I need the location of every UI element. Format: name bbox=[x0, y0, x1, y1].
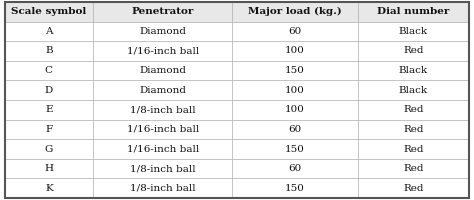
Bar bbox=[93, 139, 232, 159]
Bar bbox=[232, 100, 358, 120]
Bar bbox=[358, 41, 469, 61]
Bar bbox=[5, 22, 93, 41]
Text: 60: 60 bbox=[289, 164, 301, 173]
Bar bbox=[93, 120, 232, 139]
Bar bbox=[93, 159, 232, 178]
Text: 1/8-inch ball: 1/8-inch ball bbox=[130, 105, 195, 114]
Bar bbox=[232, 159, 358, 178]
Text: 100: 100 bbox=[285, 46, 305, 55]
Text: 150: 150 bbox=[285, 184, 305, 193]
Bar bbox=[93, 22, 232, 41]
Text: 60: 60 bbox=[289, 27, 301, 36]
Text: Black: Black bbox=[399, 27, 428, 36]
Bar bbox=[358, 61, 469, 80]
Bar bbox=[5, 2, 93, 22]
Text: Black: Black bbox=[399, 66, 428, 75]
Text: Red: Red bbox=[403, 144, 424, 154]
Text: Scale symbol: Scale symbol bbox=[11, 7, 86, 16]
Bar bbox=[5, 159, 93, 178]
Text: G: G bbox=[45, 144, 53, 154]
Text: Diamond: Diamond bbox=[139, 27, 186, 36]
Bar bbox=[232, 139, 358, 159]
Bar bbox=[5, 41, 93, 61]
Text: K: K bbox=[45, 184, 53, 193]
Text: Penetrator: Penetrator bbox=[131, 7, 194, 16]
Bar bbox=[5, 139, 93, 159]
Bar bbox=[358, 2, 469, 22]
Text: F: F bbox=[46, 125, 53, 134]
Bar bbox=[232, 178, 358, 198]
Text: Red: Red bbox=[403, 105, 424, 114]
Text: E: E bbox=[45, 105, 53, 114]
Text: Red: Red bbox=[403, 125, 424, 134]
Bar bbox=[5, 120, 93, 139]
Bar bbox=[358, 80, 469, 100]
Text: Diamond: Diamond bbox=[139, 66, 186, 75]
Bar bbox=[5, 100, 93, 120]
Text: C: C bbox=[45, 66, 53, 75]
Text: 1/8-inch ball: 1/8-inch ball bbox=[130, 164, 195, 173]
Bar bbox=[93, 100, 232, 120]
Bar bbox=[232, 61, 358, 80]
Bar bbox=[232, 2, 358, 22]
Bar bbox=[93, 80, 232, 100]
Text: 100: 100 bbox=[285, 105, 305, 114]
Text: Black: Black bbox=[399, 86, 428, 95]
Bar bbox=[93, 2, 232, 22]
Bar bbox=[358, 22, 469, 41]
Bar bbox=[358, 159, 469, 178]
Bar bbox=[358, 120, 469, 139]
Bar bbox=[358, 139, 469, 159]
Text: 1/8-inch ball: 1/8-inch ball bbox=[130, 184, 195, 193]
Text: 1/16-inch ball: 1/16-inch ball bbox=[127, 46, 199, 55]
Bar bbox=[93, 61, 232, 80]
Text: 1/16-inch ball: 1/16-inch ball bbox=[127, 125, 199, 134]
Text: Red: Red bbox=[403, 164, 424, 173]
Bar bbox=[232, 120, 358, 139]
Bar bbox=[5, 61, 93, 80]
Text: D: D bbox=[45, 86, 53, 95]
Bar bbox=[93, 41, 232, 61]
Bar bbox=[232, 80, 358, 100]
Bar bbox=[5, 80, 93, 100]
Text: 100: 100 bbox=[285, 86, 305, 95]
Bar bbox=[232, 41, 358, 61]
Text: 150: 150 bbox=[285, 66, 305, 75]
Bar bbox=[232, 22, 358, 41]
Text: B: B bbox=[45, 46, 53, 55]
Text: Diamond: Diamond bbox=[139, 86, 186, 95]
Text: 1/16-inch ball: 1/16-inch ball bbox=[127, 144, 199, 154]
Text: Major load (kg.): Major load (kg.) bbox=[248, 7, 342, 16]
Text: 60: 60 bbox=[289, 125, 301, 134]
Bar bbox=[5, 178, 93, 198]
Text: Red: Red bbox=[403, 184, 424, 193]
Text: Dial number: Dial number bbox=[377, 7, 450, 16]
Text: A: A bbox=[45, 27, 53, 36]
Text: H: H bbox=[45, 164, 54, 173]
Text: 150: 150 bbox=[285, 144, 305, 154]
Bar bbox=[358, 100, 469, 120]
Bar bbox=[358, 178, 469, 198]
Text: Red: Red bbox=[403, 46, 424, 55]
Bar bbox=[93, 178, 232, 198]
